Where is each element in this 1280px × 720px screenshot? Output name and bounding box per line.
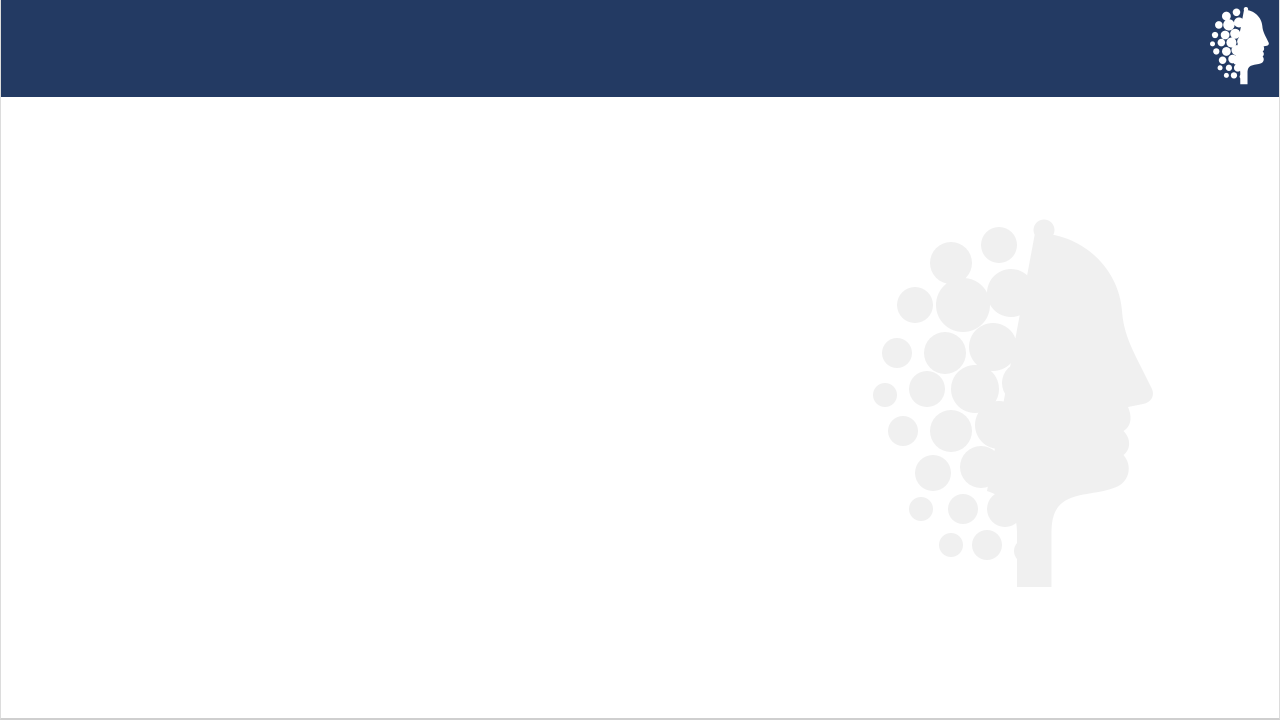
brand-logo-text xyxy=(1198,47,1203,48)
brand-logo xyxy=(1198,6,1271,88)
dotted-head-profile-icon xyxy=(1207,6,1271,88)
plot-area xyxy=(1,97,1280,720)
header-bar xyxy=(1,0,1279,97)
watermark-dotted-head-icon xyxy=(861,215,1161,605)
